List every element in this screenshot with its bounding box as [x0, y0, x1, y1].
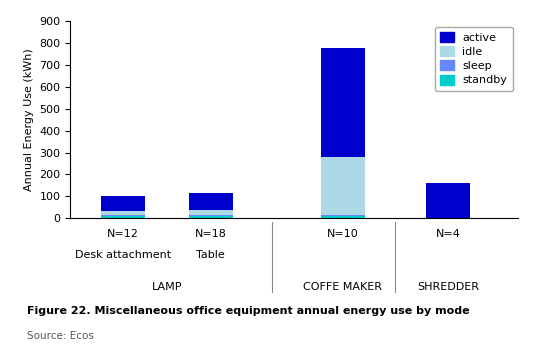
Text: N=4: N=4 — [436, 229, 461, 239]
Bar — [321, 157, 364, 215]
Text: Figure 22. Miscellaneous office equipment annual energy use by mode: Figure 22. Miscellaneous office equipmen… — [27, 306, 470, 316]
Bar — [101, 216, 145, 218]
Bar — [321, 49, 364, 157]
Bar — [189, 210, 233, 215]
Legend: active, idle, sleep, standby: active, idle, sleep, standby — [435, 27, 513, 91]
Bar — [101, 211, 145, 215]
Bar — [189, 194, 233, 210]
Text: Table: Table — [197, 250, 225, 260]
Text: LAMP: LAMP — [152, 282, 182, 291]
Bar — [321, 216, 364, 218]
Bar — [189, 216, 233, 218]
Text: Source: Ecos: Source: Ecos — [27, 331, 94, 341]
Text: N=18: N=18 — [195, 229, 227, 239]
Y-axis label: Annual Energy Use (kWh): Annual Energy Use (kWh) — [24, 48, 34, 191]
Bar — [101, 215, 145, 216]
Text: COFFE MAKER: COFFE MAKER — [303, 282, 382, 291]
Text: Desk attachment: Desk attachment — [75, 250, 171, 260]
Text: N=10: N=10 — [327, 229, 359, 239]
Bar — [101, 196, 145, 211]
Bar — [189, 215, 233, 216]
Text: SHREDDER: SHREDDER — [417, 282, 479, 291]
Bar — [426, 183, 470, 218]
Text: N=12: N=12 — [107, 229, 139, 239]
Bar — [321, 215, 364, 216]
